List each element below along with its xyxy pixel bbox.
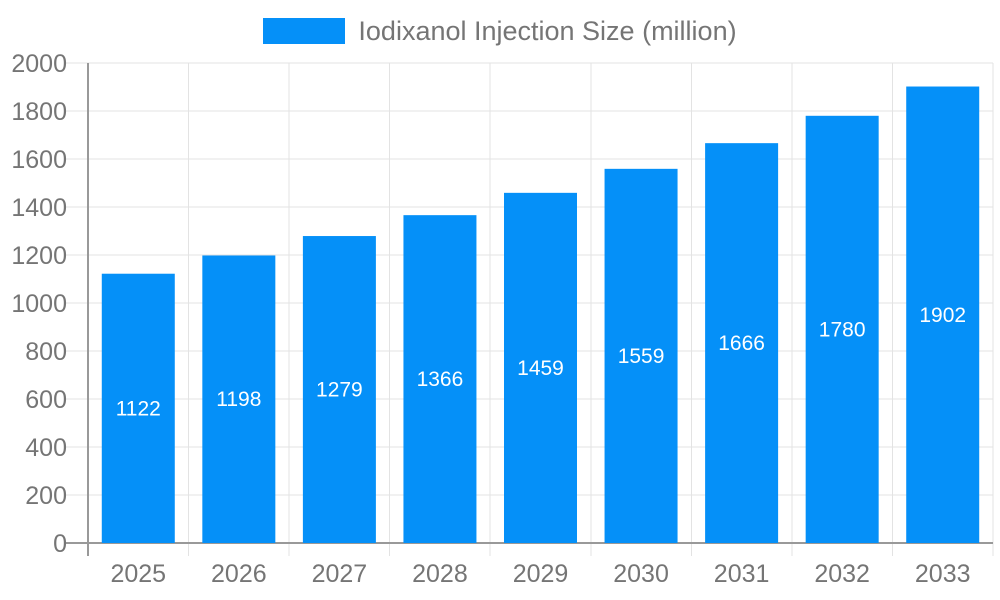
y-tick-label: 2000 (11, 50, 67, 78)
bar[interactable] (101, 273, 175, 543)
bar-value-label: 1780 (819, 318, 866, 341)
bar[interactable] (504, 192, 577, 543)
bar[interactable] (202, 255, 276, 544)
bar[interactable] (403, 215, 477, 543)
y-tick-label: 200 (25, 482, 67, 510)
bar-value-label: 1279 (316, 379, 363, 402)
y-tick-label: 1200 (11, 242, 67, 270)
bar[interactable] (805, 115, 879, 544)
x-tick-label: 2029 (513, 560, 569, 588)
bar[interactable] (302, 236, 376, 544)
y-tick-label: 1600 (11, 146, 67, 174)
bar-value-label: 1902 (919, 304, 966, 327)
bar[interactable] (705, 143, 779, 543)
legend-swatch[interactable] (263, 18, 346, 44)
x-tick-label: 2033 (915, 560, 971, 588)
x-tick-label: 2025 (110, 560, 166, 588)
y-tick-label: 0 (53, 530, 67, 558)
y-tick-label: 400 (25, 434, 67, 462)
x-tick-label: 2027 (312, 560, 368, 588)
bar[interactable] (604, 168, 678, 543)
x-tick-label: 2026 (211, 560, 267, 588)
x-tick-label: 2032 (814, 560, 870, 588)
bar-value-label: 1666 (718, 332, 765, 355)
x-tick-label: 2031 (714, 560, 770, 588)
x-tick-label: 2028 (412, 560, 468, 588)
legend-label[interactable]: Iodixanol Injection Size (million) (358, 16, 737, 46)
bar-value-label: 1459 (517, 357, 564, 380)
y-tick-label: 1800 (11, 98, 67, 126)
bar[interactable] (906, 86, 980, 544)
bar-value-label: 1198 (216, 388, 261, 411)
bar-value-label: 1122 (116, 397, 161, 420)
y-tick-label: 600 (25, 386, 67, 414)
bar-value-label: 1366 (417, 368, 464, 391)
legend: Iodixanol Injection Size (million) (0, 14, 1000, 48)
bar-value-label: 1559 (618, 345, 665, 368)
y-tick-label: 1400 (11, 194, 67, 222)
x-tick-label: 2030 (613, 560, 669, 588)
y-tick-label: 800 (25, 338, 67, 366)
y-tick-label: 1000 (11, 290, 67, 318)
